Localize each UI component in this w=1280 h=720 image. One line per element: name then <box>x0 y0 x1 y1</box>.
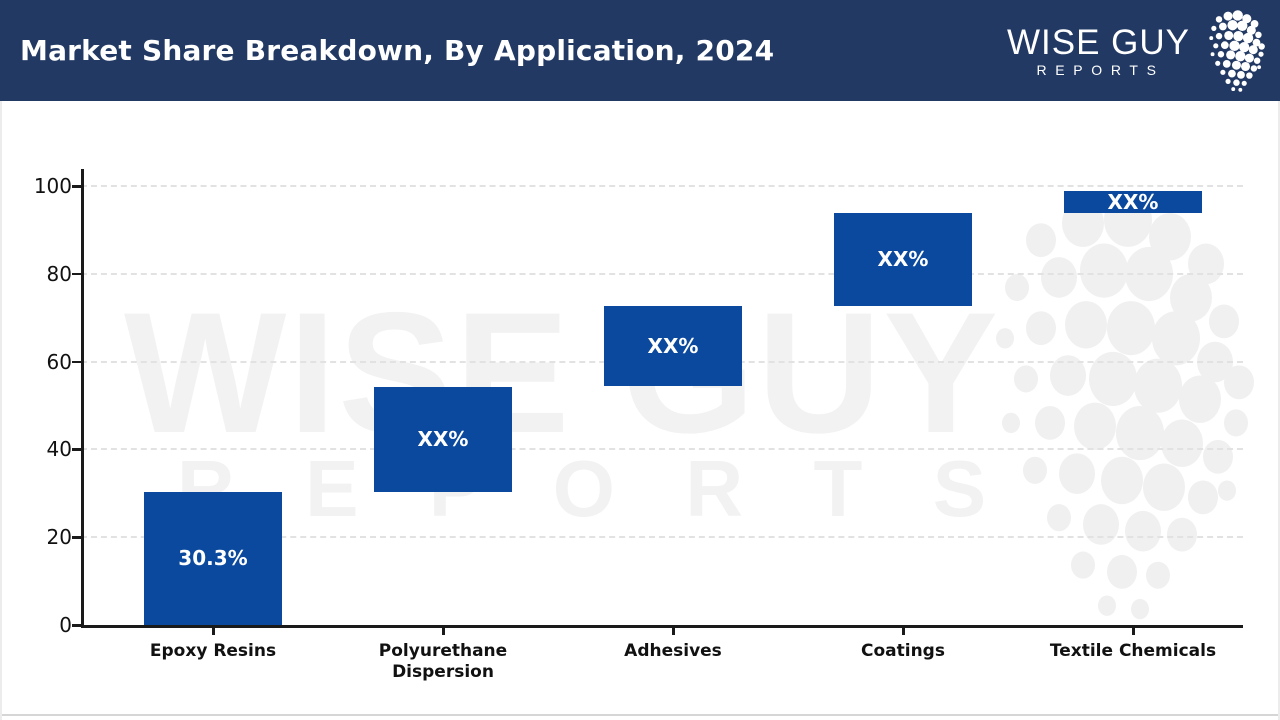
x-axis-line <box>81 625 1243 628</box>
y-tick-label: 60 <box>46 349 72 374</box>
y-tick-mark <box>72 360 81 364</box>
bar: XX% <box>374 386 512 492</box>
bar-value-label: XX% <box>877 247 929 272</box>
bar-value-label: XX% <box>417 427 469 452</box>
gridline <box>81 448 1243 451</box>
watermark-subtext: REPORTS <box>177 444 1057 533</box>
bar-value-label: 30.3% <box>178 546 248 571</box>
bar-value-label: XX% <box>647 333 699 358</box>
x-tick-mark <box>442 627 445 635</box>
page-title: Market Share Breakdown, By Application, … <box>20 34 775 67</box>
bar-value-label: XX% <box>1107 189 1159 214</box>
x-tick-mark <box>672 627 675 635</box>
x-tick-mark <box>1132 627 1135 635</box>
y-tick-mark <box>72 272 81 276</box>
y-tick-label: 100 <box>33 174 72 198</box>
bottom-divider <box>2 714 1278 716</box>
x-category-label: Epoxy Resins <box>149 641 277 661</box>
y-tick-label: 20 <box>46 525 72 550</box>
bar: XX% <box>1064 189 1202 214</box>
x-tick-mark <box>902 627 905 635</box>
face-logo-icon <box>1209 9 1265 92</box>
y-tick-mark <box>72 448 81 451</box>
bar: XX% <box>834 212 972 306</box>
brand-logo: WISE GUY REPORTS <box>1007 9 1266 93</box>
header-bar: Market Share Breakdown, By Application, … <box>0 0 1280 101</box>
y-tick-mark <box>72 536 81 539</box>
bar: XX% <box>604 305 742 386</box>
x-category-label: Textile Chemicals <box>1049 641 1217 661</box>
chart-canvas: WISE GUY REPORTS 0 20 40 60 80 100 30.3% XX% XX%… <box>0 101 1280 720</box>
gridline <box>81 272 1243 275</box>
y-tick-label: 40 <box>46 437 72 462</box>
brand-name: WISE GUY <box>1006 22 1190 62</box>
y-tick-mark <box>72 624 81 627</box>
x-tick-mark <box>212 627 215 635</box>
y-tick-label: 0 <box>59 613 72 637</box>
y-tick-label: 80 <box>46 261 72 286</box>
x-category-label: Polyurethane Dispersion <box>378 641 508 682</box>
y-tick-mark <box>72 185 81 188</box>
y-axis-line <box>81 169 84 627</box>
brand-subname: REPORTS <box>1036 61 1165 78</box>
gridline <box>81 536 1243 539</box>
bar: 30.3% <box>144 491 282 625</box>
brand-logo-text: WISE GUY REPORTS <box>1007 25 1190 77</box>
x-category-label: Adhesives <box>624 641 722 661</box>
gridline <box>81 185 1243 187</box>
watermark-face-icon <box>996 192 1254 620</box>
x-category-label: Coatings <box>861 641 945 661</box>
watermark-text: WISE GUY <box>124 277 1001 469</box>
